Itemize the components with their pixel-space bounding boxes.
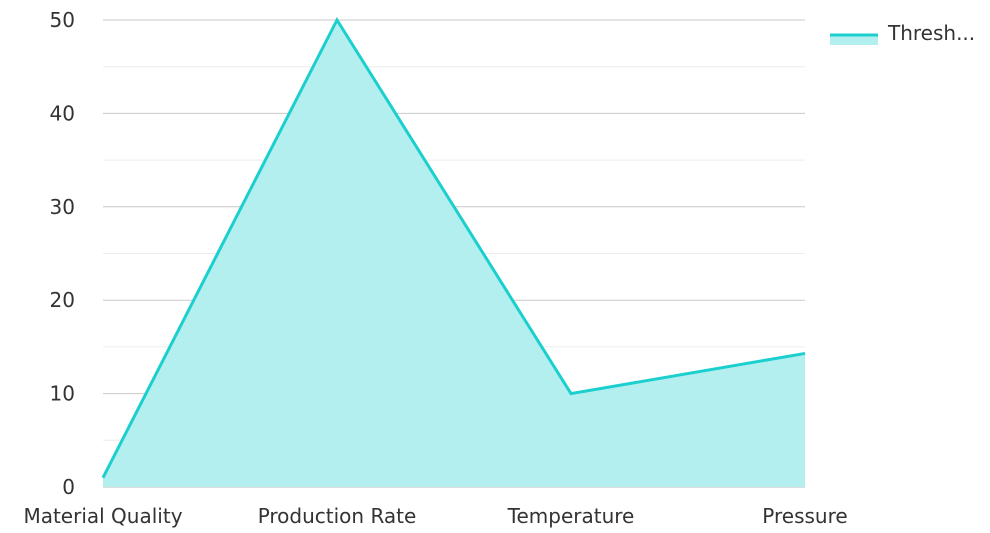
y-tick-label: 30	[50, 195, 75, 219]
series-line	[101, 16, 806, 479]
y-tick-label: 0	[62, 475, 75, 499]
series-line-path	[101, 16, 806, 479]
legend-swatch-fill	[830, 35, 878, 45]
x-tick-label: Material Quality	[23, 504, 182, 528]
y-axis: 0 10 20 30 40 50	[50, 8, 75, 499]
y-tick-label: 40	[50, 101, 75, 125]
x-tick-label: Pressure	[762, 504, 847, 528]
legend-label: Thresh...	[887, 21, 975, 45]
x-tick-label: Production Rate	[258, 504, 417, 528]
y-tick-label: 50	[50, 8, 75, 32]
x-tick-label: Temperature	[507, 504, 635, 528]
y-tick-label: 10	[50, 382, 75, 406]
x-axis: Material Quality Production Rate Temperatu…	[23, 504, 847, 528]
y-tick-label: 20	[50, 288, 75, 312]
legend: Thresh...	[830, 21, 975, 45]
